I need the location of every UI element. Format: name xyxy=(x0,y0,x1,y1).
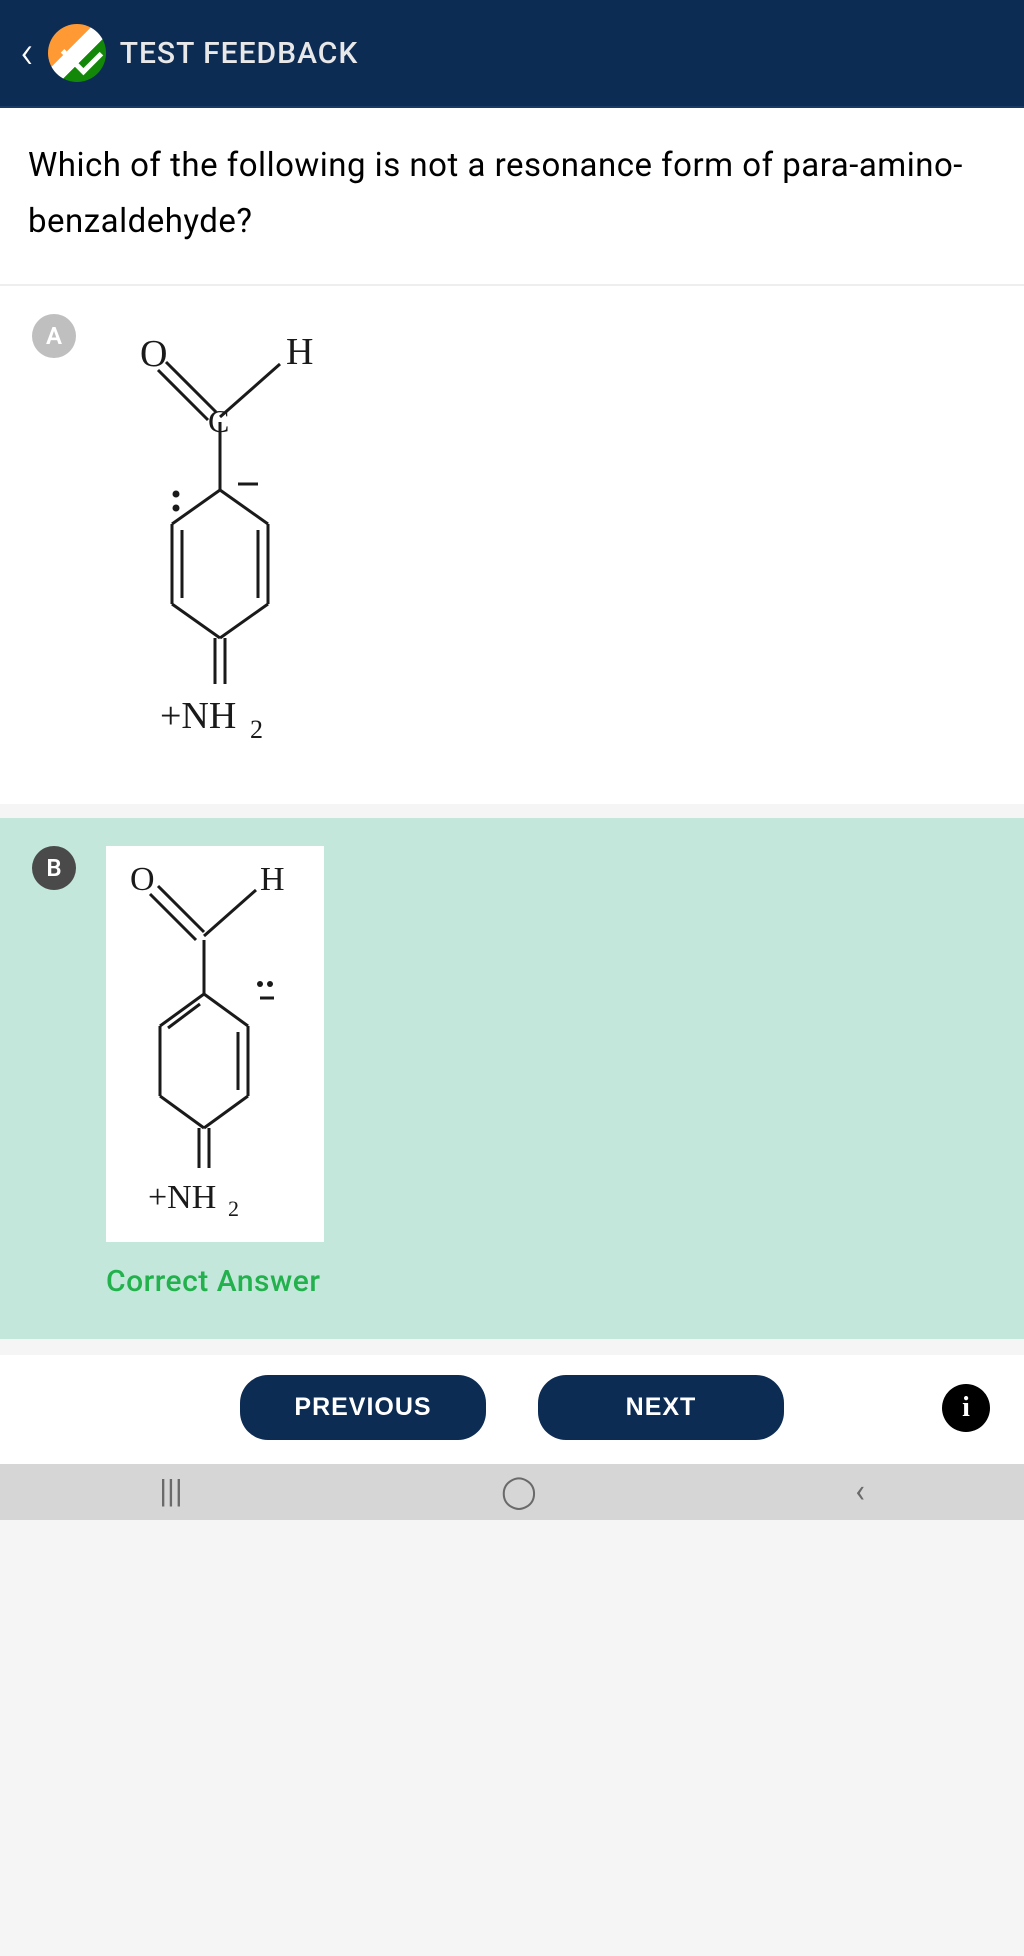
structure-b: O H +NH 2 xyxy=(106,846,324,1242)
atom-c: C xyxy=(208,403,229,439)
option-a[interactable]: A xyxy=(0,286,1024,804)
header-title: TEST FEEDBACK xyxy=(120,36,359,71)
question-card: Which of the following is not a resonanc… xyxy=(0,108,1024,286)
svg-text:2: 2 xyxy=(228,1196,239,1221)
header-bar: ‹ TEST FEEDBACK xyxy=(0,0,1024,108)
back-icon[interactable]: ‹ xyxy=(20,26,34,80)
svg-text:2: 2 xyxy=(250,715,263,744)
option-badge-b: B xyxy=(32,846,76,890)
atom-nh2-b: +NH xyxy=(148,1179,216,1216)
atom-o-b: O xyxy=(130,861,155,898)
home-icon[interactable]: ◯ xyxy=(501,1472,537,1510)
info-icon[interactable]: i xyxy=(942,1384,990,1432)
atom-nh2: +NH xyxy=(160,695,236,737)
question-text: Which of the following is not a resonanc… xyxy=(28,138,996,250)
recent-apps-icon[interactable]: ||| xyxy=(159,1472,182,1510)
option-a-content: O H C +NH 2 xyxy=(106,314,992,764)
app-logo-icon[interactable] xyxy=(48,24,106,82)
option-b-content: O H +NH 2 Correct Answer xyxy=(106,846,992,1299)
option-b[interactable]: B xyxy=(0,818,1024,1339)
previous-button[interactable]: PREVIOUS xyxy=(240,1375,486,1440)
footer-nav: PREVIOUS NEXT i xyxy=(0,1355,1024,1464)
atom-o: O xyxy=(140,333,167,375)
atom-h: H xyxy=(286,331,313,373)
sys-back-icon[interactable]: ‹ xyxy=(855,1472,865,1510)
system-nav-bar: ||| ◯ ‹ xyxy=(0,1464,1024,1520)
atom-h-b: H xyxy=(260,861,285,898)
option-badge-a: A xyxy=(32,314,76,358)
correct-answer-label: Correct Answer xyxy=(106,1264,992,1299)
structure-a: O H C +NH 2 xyxy=(106,314,354,760)
next-button[interactable]: NEXT xyxy=(538,1375,784,1440)
